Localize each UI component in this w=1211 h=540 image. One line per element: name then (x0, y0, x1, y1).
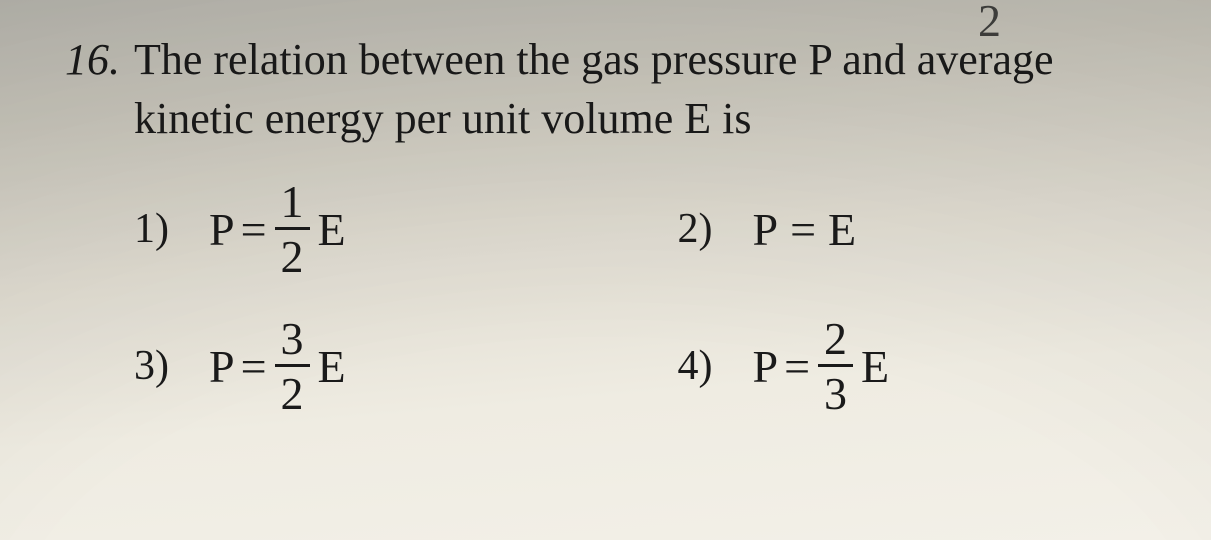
question-text: The relation between the gas pressure P … (134, 30, 1161, 149)
eq-equals: = (239, 340, 269, 393)
eq-equals: = (782, 203, 824, 256)
option-3[interactable]: 3) P = 3 2 E (134, 316, 618, 417)
question-number: 16. (40, 30, 120, 87)
eq-rhs: E (859, 340, 891, 393)
fraction-numerator: 2 (818, 316, 853, 364)
eq-equals: = (239, 203, 269, 256)
option-label: 1) (134, 205, 189, 253)
eq-lhs: P (751, 340, 781, 393)
fraction: 3 2 (275, 316, 310, 417)
option-label: 2) (678, 205, 733, 253)
option-equation: P = 3 2 E (207, 316, 348, 417)
option-label: 3) (134, 342, 189, 390)
fraction-numerator: 1 (275, 179, 310, 227)
eq-rhs: E (316, 340, 348, 393)
eq-lhs: P (207, 340, 237, 393)
fraction: 2 3 (818, 316, 853, 417)
option-4[interactable]: 4) P = 2 3 E (678, 316, 1162, 417)
option-equation: P = 1 2 E (207, 179, 348, 280)
option-1[interactable]: 1) P = 1 2 E (134, 179, 618, 280)
page: 2 16. The relation between the gas press… (0, 0, 1211, 540)
eq-rhs: E (826, 203, 858, 256)
option-2[interactable]: 2) P = E (678, 203, 1162, 256)
options-grid: 1) P = 1 2 E 2) P = E 3) (134, 179, 1161, 417)
fraction-denominator: 3 (818, 367, 853, 417)
eq-equals: = (782, 340, 812, 393)
fraction-denominator: 2 (275, 230, 310, 280)
fraction-denominator: 2 (275, 367, 310, 417)
prev-page-remnant: 2 (978, 0, 1001, 47)
eq-lhs: P (207, 203, 237, 256)
option-equation: P = E (751, 203, 859, 256)
option-equation: P = 2 3 E (751, 316, 892, 417)
option-label: 4) (678, 342, 733, 390)
question-row: 16. The relation between the gas pressur… (40, 30, 1161, 149)
eq-lhs: P (751, 203, 781, 256)
eq-rhs: E (316, 203, 348, 256)
fraction: 1 2 (275, 179, 310, 280)
fraction-numerator: 3 (275, 316, 310, 364)
